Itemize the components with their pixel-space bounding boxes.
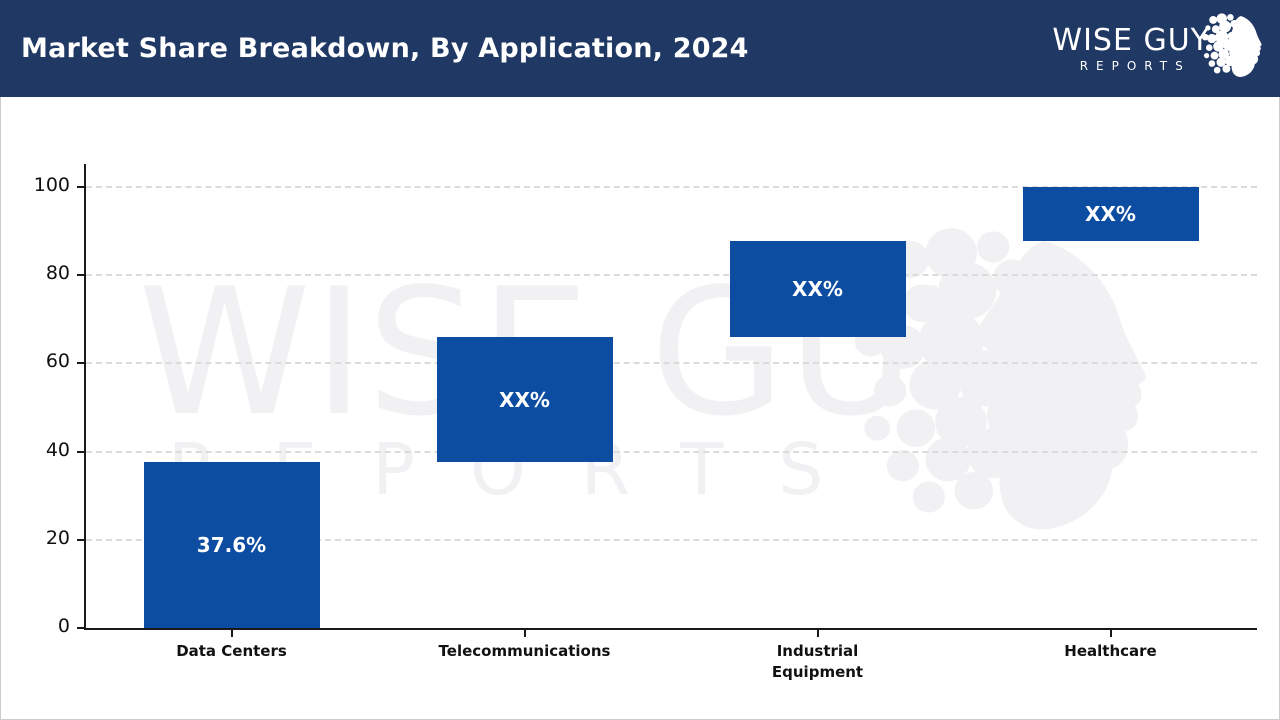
gridline-y-40 <box>86 450 1257 453</box>
x-axis-tick-2 <box>523 630 526 637</box>
bar-segment-1: 37.6% <box>143 462 320 628</box>
brand-logo-text: WISE GUY REPORTS <box>1052 22 1210 73</box>
brand-name: WISE GUY <box>1052 22 1210 58</box>
category-label-1: Data Centers <box>176 641 287 662</box>
category-label-3: Industrial Equipment <box>772 641 863 683</box>
y-axis-tick-label: 100 <box>33 174 70 196</box>
y-axis-tick-60 <box>77 362 85 365</box>
gridline-y-20 <box>86 538 1257 541</box>
y-axis-tick-80 <box>77 274 85 277</box>
brand-logo: WISE GUY REPORTS <box>1052 11 1266 87</box>
gridline-y-100 <box>86 186 1257 188</box>
category-label-line: Equipment <box>771 663 864 681</box>
y-axis-tick-100 <box>77 186 85 188</box>
category-label-4: Healthcare <box>1064 641 1156 662</box>
y-axis-tick-40 <box>77 450 85 453</box>
gridline-y-80 <box>86 274 1257 277</box>
y-axis-tick-20 <box>77 538 85 541</box>
bar-segment-4: XX% <box>1022 187 1199 241</box>
x-axis-tick-3 <box>816 630 819 637</box>
bar-segment-3: XX% <box>729 240 906 337</box>
category-label-line: Industrial <box>776 642 859 660</box>
x-axis-tick-1 <box>230 630 233 637</box>
category-label-line: Data Centers <box>176 642 287 660</box>
x-axis-line <box>84 628 1257 630</box>
y-axis-tick-label: 0 <box>57 615 70 637</box>
chart-title: Market Share Breakdown, By Application, … <box>21 33 749 64</box>
brand-head-icon <box>1201 12 1262 77</box>
category-label-line: Healthcare <box>1064 642 1157 660</box>
x-axis-tick-4 <box>1109 630 1112 637</box>
category-label-2: Telecommunications <box>439 641 611 662</box>
brand-subname: REPORTS <box>1079 58 1191 73</box>
header-bar: Market Share Breakdown, By Application, … <box>0 0 1280 97</box>
bar-segment-2: XX% <box>436 336 613 463</box>
category-label-line: Telecommunications <box>438 642 611 660</box>
bar-value-label: XX% <box>792 276 843 301</box>
bar-value-label: XX% <box>1085 201 1136 226</box>
y-axis-line <box>84 164 86 630</box>
y-axis-tick-label: 60 <box>45 350 70 373</box>
gridline-y-60 <box>86 362 1257 365</box>
bar-value-label: 37.6% <box>196 533 267 558</box>
y-axis-tick-label: 40 <box>45 438 70 461</box>
bar-value-label: XX% <box>499 387 550 412</box>
y-axis-tick-label: 80 <box>45 262 70 285</box>
y-axis-tick-label: 20 <box>45 526 70 549</box>
y-axis-tick-0 <box>77 627 85 629</box>
